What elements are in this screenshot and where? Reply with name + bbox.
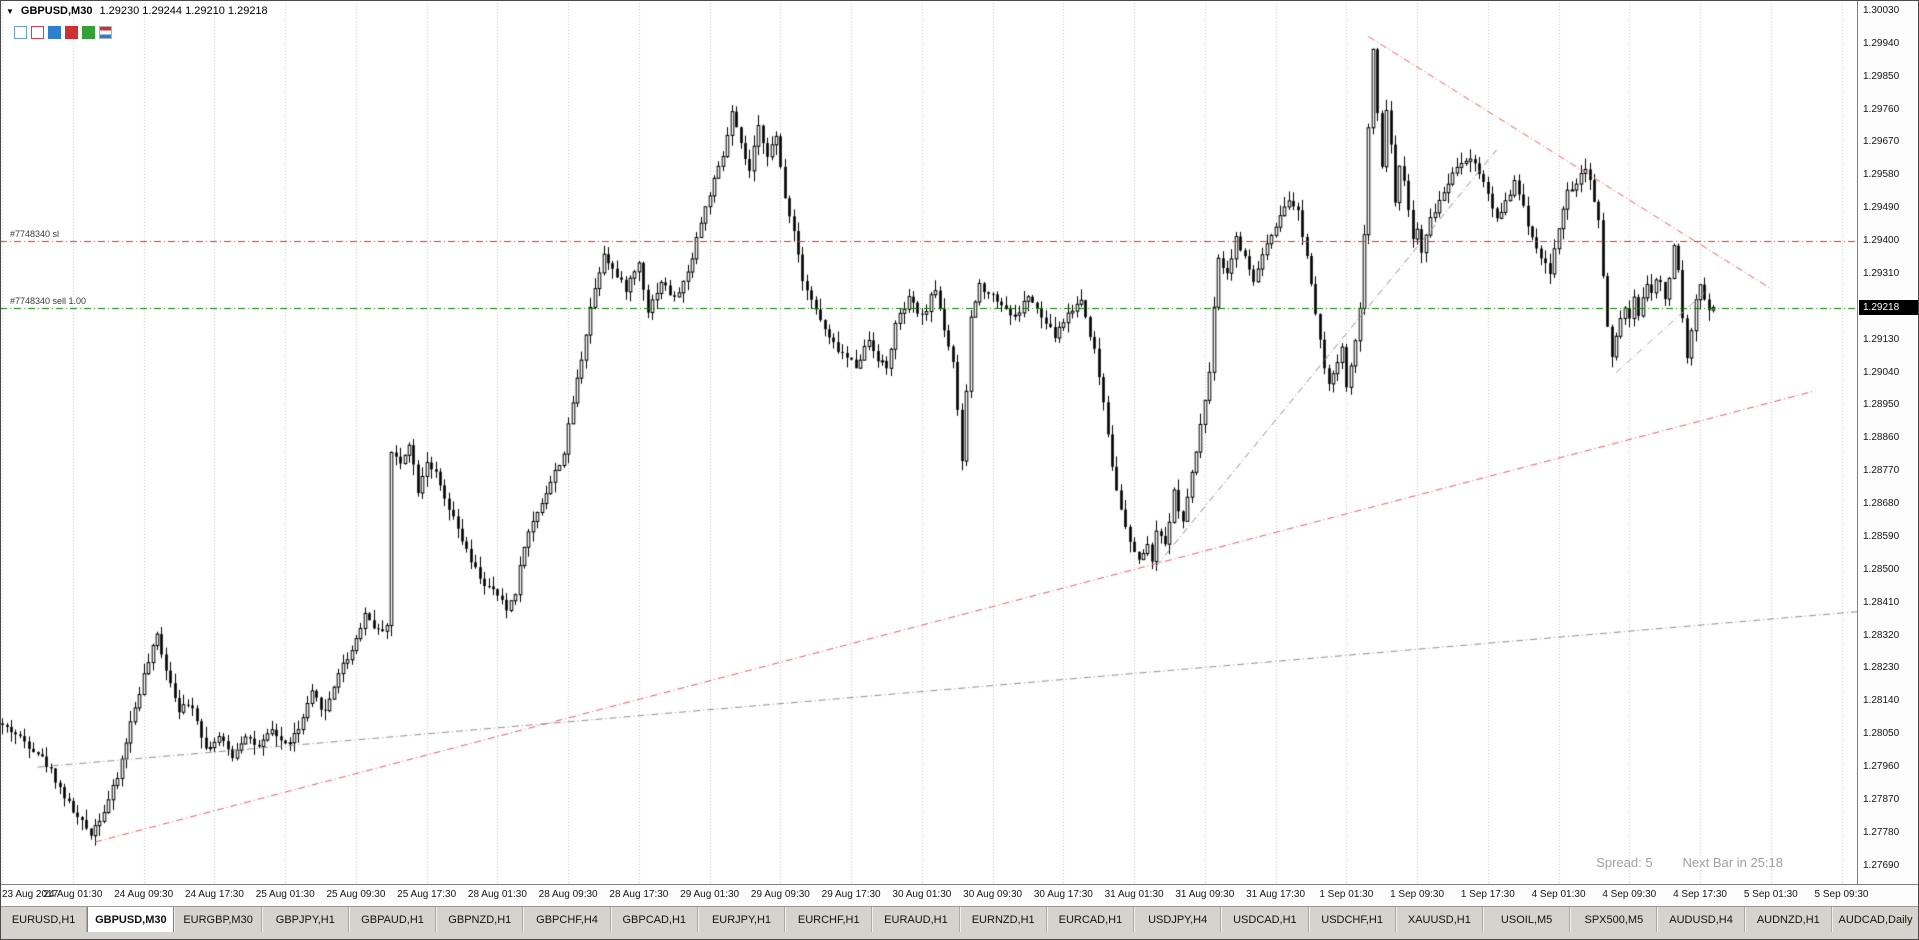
collapse-chart-icon[interactable]: ▼ <box>6 6 14 16</box>
price-tick-label: 1.29040 <box>1863 366 1900 378</box>
tab-gbpchf-h4[interactable]: GBPCHF,H4 <box>523 907 611 932</box>
time-axis-label: 24 Aug 17:30 <box>184 889 244 900</box>
price-tick-label: 1.27780 <box>1863 826 1900 838</box>
time-axis-label: 28 Aug 09:30 <box>538 889 598 900</box>
current-price-badge: 1.29218 <box>1859 299 1919 315</box>
chart-tabs-bar: EURUSD,H1 GBPUSD,M30 EURGBP,M30 GBPJPY,H1 GB… <box>0 906 1919 932</box>
time-axis-label: 31 Aug 01:30 <box>1104 889 1164 900</box>
spread-label: Spread: 5 <box>1596 855 1653 870</box>
time-axis-label: 1 Sep 09:30 <box>1390 889 1445 900</box>
price-tick-label: 1.27870 <box>1863 793 1900 805</box>
price-tick-label: 1.29580 <box>1863 169 1900 181</box>
swatch-white-red-border[interactable] <box>31 26 44 39</box>
price-tick-label: 1.29940 <box>1863 37 1900 49</box>
time-axis-label: 5 Sep 01:30 <box>1743 889 1798 900</box>
price-tick-label: 1.28770 <box>1863 465 1900 477</box>
tab-gbpjpy-h1[interactable]: GBPJPY,H1 <box>261 907 349 932</box>
tab-eurgbp-m30[interactable]: EURGBP,M30 <box>174 907 262 932</box>
price-tick-label: 1.28230 <box>1863 662 1900 674</box>
chart-header: ▼ GBPUSD,M30 1.29230 1.29244 1.29210 1.2… <box>6 5 268 17</box>
candlestick-canvas[interactable] <box>0 0 1857 884</box>
tab-eurcad-h1[interactable]: EURCAD,H1 <box>1046 907 1135 932</box>
order-line-label[interactable]: #7748340 sell 1.00 <box>10 295 87 306</box>
price-tick-label: 1.28950 <box>1863 399 1900 411</box>
price-tick-label: 1.28590 <box>1863 530 1900 542</box>
time-axis[interactable]: 23 Aug 2017 24 Aug 01:30 24 Aug 09:30 24 Au… <box>0 884 1919 906</box>
time-axis-label: 1 Sep 01:30 <box>1319 889 1374 900</box>
tab-gbpcad-h1[interactable]: GBPCAD,H1 <box>610 907 698 932</box>
price-tick-label: 1.28140 <box>1863 695 1900 707</box>
tab-gbpaud-h1[interactable]: GBPAUD,H1 <box>348 907 437 932</box>
chart-plot-area[interactable]: ▼ GBPUSD,M30 1.29230 1.29244 1.29210 1.2… <box>0 0 1857 884</box>
price-tick-label: 1.28050 <box>1863 728 1900 740</box>
time-axis-label: 30 Aug 01:30 <box>892 889 952 900</box>
price-tick-label: 1.27960 <box>1863 761 1900 773</box>
price-tick-label: 1.29670 <box>1863 136 1900 148</box>
time-axis-label: 25 Aug 17:30 <box>397 889 457 900</box>
tab-eurnzd-h1[interactable]: EURNZD,H1 <box>959 907 1047 932</box>
time-axis-label: 4 Sep 01:30 <box>1531 889 1586 900</box>
tab-euraud-h1[interactable]: EURAUD,H1 <box>872 907 960 932</box>
window-bottom-strip <box>0 932 1919 940</box>
time-axis-label: 25 Aug 09:30 <box>326 889 386 900</box>
tab-eurusd-h1[interactable]: EURUSD,H1 <box>0 907 88 932</box>
time-axis-label: 30 Aug 17:30 <box>1033 889 1093 900</box>
swatch-green[interactable] <box>82 26 95 39</box>
tab-xauusd-h1[interactable]: XAUUSD,H1 <box>1395 907 1483 932</box>
symbol-period-label: GBPUSD,M30 <box>20 5 93 17</box>
price-tick-label: 1.28680 <box>1863 498 1900 510</box>
status-line: Spread: 5 Next Bar in 25:18 <box>1596 855 1783 870</box>
price-tick-label: 1.29850 <box>1863 70 1900 82</box>
price-axis[interactable]: 1.30030 1.29940 1.29850 1.29760 1.29670 1.295… <box>1857 0 1919 884</box>
price-tick-label: 1.28410 <box>1863 596 1900 608</box>
price-tick-label: 1.28320 <box>1863 629 1900 641</box>
price-tick-label: 1.29490 <box>1863 202 1900 214</box>
time-axis-label: 28 Aug 17:30 <box>609 889 669 900</box>
price-tick-label: 1.28860 <box>1863 432 1900 444</box>
tab-gbpusd-m30[interactable]: GBPUSD,M30 <box>87 907 175 932</box>
tab-usoil-m5[interactable]: USOIL,M5 <box>1482 907 1571 932</box>
price-tick-label: 1.28500 <box>1863 563 1900 575</box>
time-axis-label: 29 Aug 01:30 <box>680 889 740 900</box>
time-axis-label: 29 Aug 17:30 <box>821 889 881 900</box>
tab-usdchf-h1[interactable]: USDCHF,H1 <box>1308 907 1396 932</box>
ohlc-values: 1.29230 1.29244 1.29210 1.29218 <box>99 5 268 17</box>
tab-eurchf-h1[interactable]: EURCHF,H1 <box>785 907 873 932</box>
tab-usdcad-h1[interactable]: USDCAD,H1 <box>1221 907 1309 932</box>
price-tick-label: 1.29310 <box>1863 267 1900 279</box>
time-axis-label: 30 Aug 09:30 <box>963 889 1023 900</box>
swatch-red[interactable] <box>65 26 78 39</box>
swatch-striped[interactable] <box>99 26 112 39</box>
time-axis-label: 23 Aug 2017 <box>2 889 59 900</box>
swatch-blue[interactable] <box>48 26 61 39</box>
tab-spx500-m5[interactable]: SPX500,M5 <box>1570 907 1658 932</box>
tab-eurjpy-h1[interactable]: EURJPY,H1 <box>697 907 786 932</box>
time-axis-label: 4 Sep 09:30 <box>1602 889 1657 900</box>
price-tick-label: 1.29760 <box>1863 103 1900 115</box>
price-tick-label: 1.29400 <box>1863 235 1900 247</box>
time-axis-label: 24 Aug 09:30 <box>114 889 174 900</box>
time-axis-label: 29 Aug 09:30 <box>750 889 810 900</box>
tab-audcad-daily[interactable]: AUDCAD,Daily <box>1831 907 1919 932</box>
time-axis-label: 25 Aug 01:30 <box>255 889 315 900</box>
time-axis-label: 28 Aug 01:30 <box>467 889 527 900</box>
time-axis-label: 5 Sep 09:30 <box>1814 889 1869 900</box>
time-axis-label: 1 Sep 17:30 <box>1460 889 1515 900</box>
time-axis-label: 31 Aug 09:30 <box>1175 889 1235 900</box>
next-bar-countdown: Next Bar in 25:18 <box>1682 855 1783 870</box>
order-line-label[interactable]: #7748340 sl <box>10 228 60 239</box>
time-axis-label: 24 Aug 01:30 <box>43 889 103 900</box>
price-tick-label: 1.30030 <box>1863 4 1900 16</box>
tab-usdjpy-h4[interactable]: USDJPY,H4 <box>1134 907 1222 932</box>
price-tick-label: 1.27690 <box>1863 859 1900 871</box>
tab-audnzd-h1[interactable]: AUDNZD,H1 <box>1744 907 1832 932</box>
toolbar-color-swatches <box>14 26 112 39</box>
tab-audusd-h4[interactable]: AUDUSD,H4 <box>1657 907 1745 932</box>
tab-gbpnzd-h1[interactable]: GBPNZD,H1 <box>436 907 524 932</box>
time-axis-label: 31 Aug 17:30 <box>1246 889 1306 900</box>
time-axis-label: 4 Sep 17:30 <box>1673 889 1727 900</box>
swatch-white-blue-border[interactable] <box>14 26 27 39</box>
price-tick-label: 1.29130 <box>1863 333 1900 345</box>
